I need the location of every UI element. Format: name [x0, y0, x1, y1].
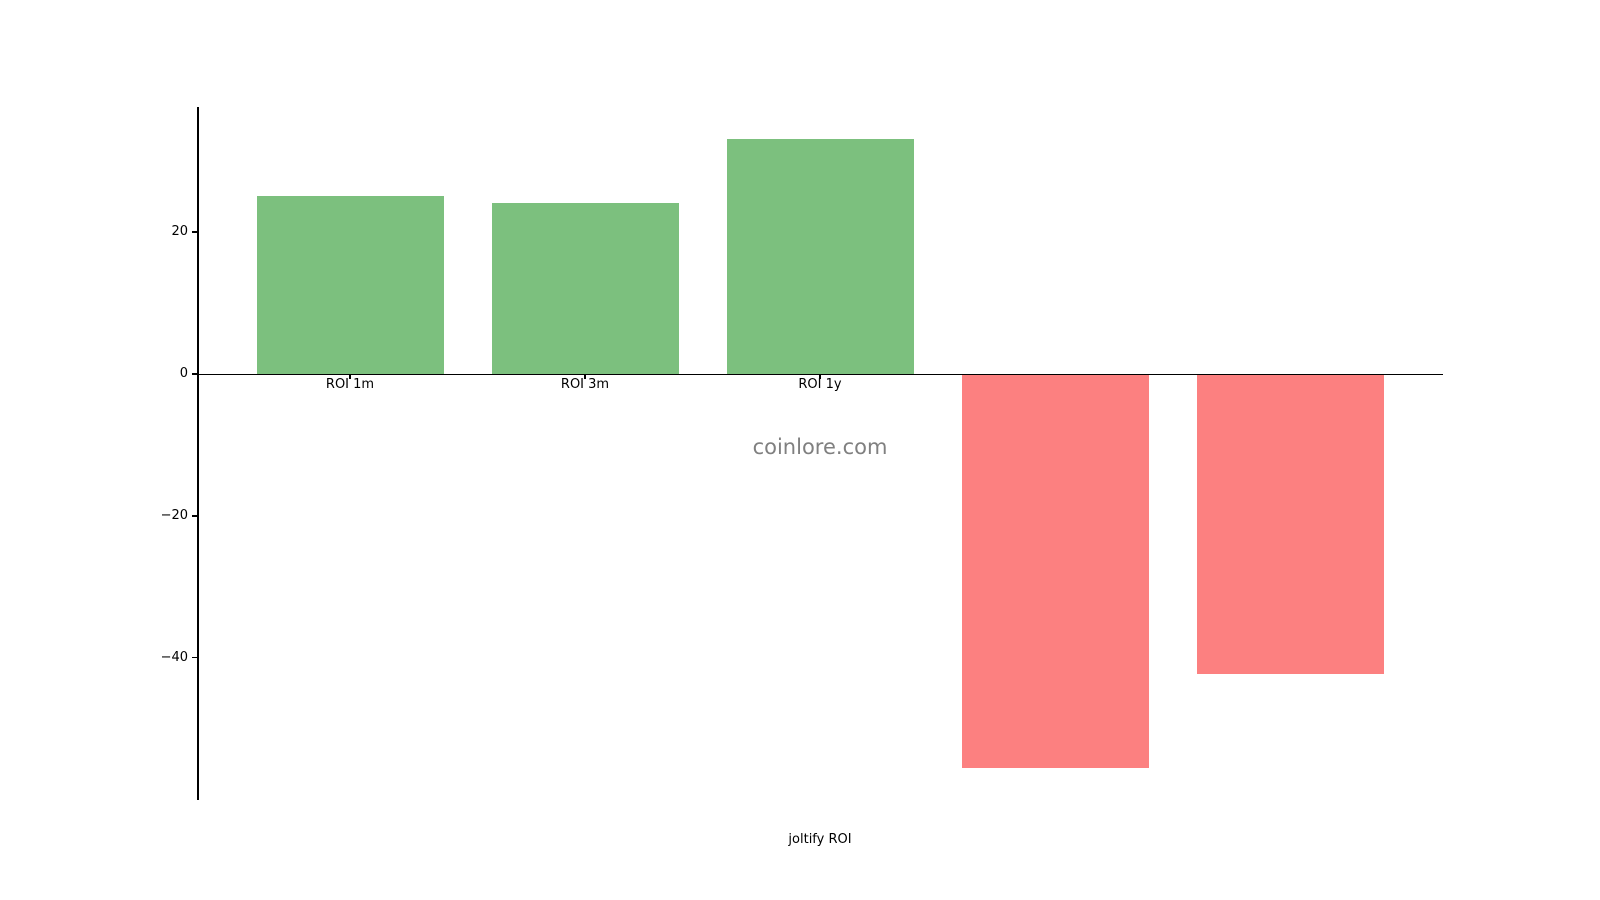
y-tick-mark — [192, 656, 197, 659]
bar-neg-3 — [961, 374, 1149, 769]
x-tick-label: ROI 1y — [798, 377, 842, 392]
x-tick-mark — [819, 374, 821, 379]
x-tick-label: ROI 3m — [560, 377, 610, 392]
bar-neg-4 — [1196, 374, 1384, 674]
x-tick-mark — [349, 374, 351, 379]
x-axis-line — [197, 373, 1443, 375]
bar-roi-1y — [726, 139, 914, 374]
y-tick-mark — [192, 515, 197, 517]
y-axis-line — [197, 107, 199, 800]
y-tick-label: 0 — [179, 366, 188, 381]
bar-roi-1m — [256, 196, 444, 374]
chart-xlabel: joltify ROI — [788, 832, 852, 847]
bar-roi-3m — [491, 203, 679, 374]
y-tick-mark — [192, 231, 197, 233]
y-tick-label: −40 — [160, 649, 188, 665]
y-tick-label: 20 — [171, 224, 188, 240]
x-tick-label: ROI 1m — [325, 377, 375, 392]
y-tick-mark — [192, 373, 197, 375]
watermark-text: coinlore.com — [752, 435, 888, 459]
x-tick-mark — [584, 374, 586, 379]
y-tick-label: −20 — [160, 507, 188, 523]
